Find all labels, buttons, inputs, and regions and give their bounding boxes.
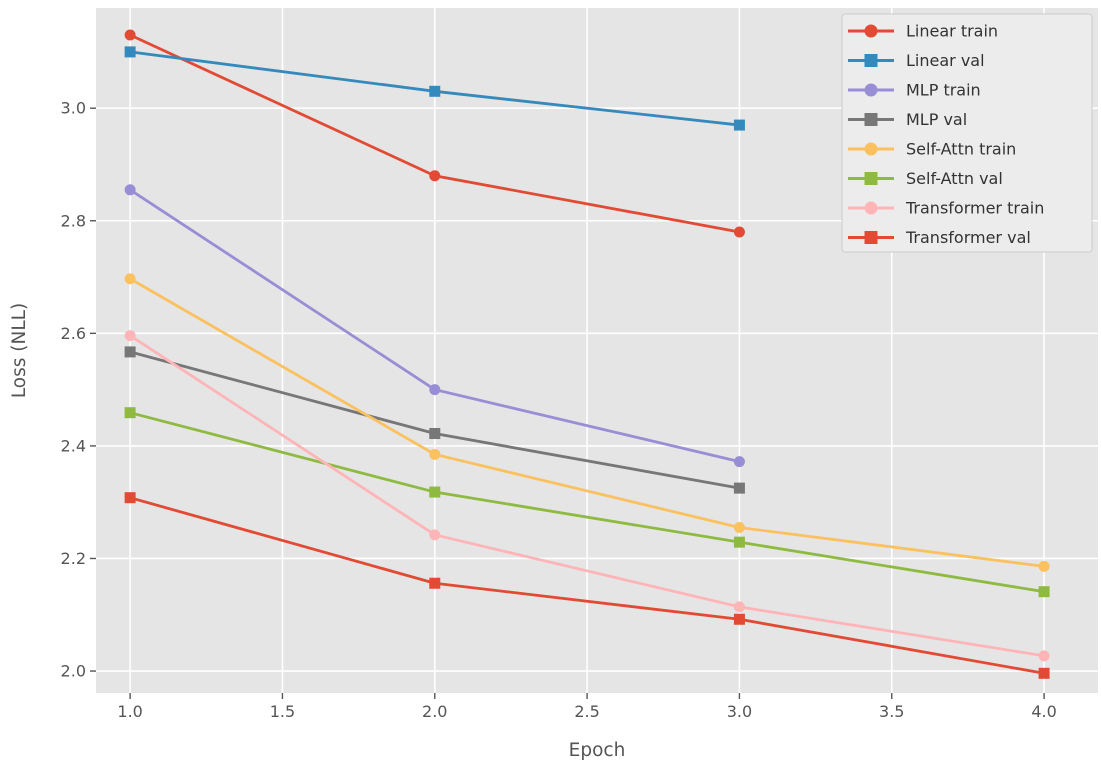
x-tick-label: 2.5 xyxy=(574,702,599,721)
y-axis-label: Loss (NLL) xyxy=(9,303,30,398)
x-axis-label: Epoch xyxy=(569,740,626,761)
x-tick-label: 3.0 xyxy=(727,702,752,721)
series-marker-linear-train xyxy=(429,170,441,182)
series-marker-mlp-val xyxy=(429,428,441,440)
legend-marker-square xyxy=(864,231,878,244)
series-line-self-attn-train xyxy=(128,277,1046,568)
series-marker-self-attn-val xyxy=(429,486,441,498)
series-line-transformer-train xyxy=(128,334,1046,658)
series-line-self-attn-val xyxy=(128,411,1046,594)
x-tick-label: 1.5 xyxy=(270,702,295,721)
series-marker-transformer-train xyxy=(1038,650,1050,662)
series-marker-self-attn-val xyxy=(733,536,745,548)
series-marker-self-attn-val xyxy=(1038,586,1050,598)
legend-item-transformer-train: Transformer train xyxy=(848,199,1044,218)
legend-marker-circle xyxy=(864,201,878,215)
legend-label: Transformer train xyxy=(905,199,1044,218)
legend-item-transformer-val: Transformer val xyxy=(848,228,1031,247)
series-marker-transformer-val xyxy=(124,492,136,504)
legend-marker-circle xyxy=(864,142,878,156)
legend-label: Linear val xyxy=(906,51,985,70)
legend-box xyxy=(841,13,1093,253)
legend-item-self-attn-val: Self-Attn val xyxy=(848,169,1003,188)
y-tick-label: 2.8 xyxy=(61,211,86,230)
x-tick-label: 1.0 xyxy=(117,702,142,721)
series-marker-mlp-train xyxy=(733,456,745,468)
series-marker-self-attn-val xyxy=(124,407,136,419)
series-marker-linear-val xyxy=(733,119,745,131)
legend-item-linear-val: Linear val xyxy=(848,51,985,70)
legend-item-mlp-val: MLP val xyxy=(848,110,967,129)
legend-label: MLP train xyxy=(906,81,981,100)
x-tick-label: 2.0 xyxy=(422,702,447,721)
series-marker-self-attn-train xyxy=(1038,560,1050,572)
x-tick-label: 4.0 xyxy=(1031,702,1056,721)
series-marker-transformer-train xyxy=(124,330,136,342)
series-marker-mlp-train xyxy=(429,384,441,396)
series-marker-linear-val xyxy=(429,85,441,97)
legend-label: Transformer val xyxy=(905,228,1031,247)
legend-item-self-attn-train: Self-Attn train xyxy=(848,140,1016,159)
series-marker-linear-train xyxy=(124,29,136,41)
legend-marker-circle xyxy=(864,24,878,38)
series-marker-self-attn-train xyxy=(733,522,745,534)
series-line-transformer-val xyxy=(128,496,1046,675)
series-marker-mlp-val xyxy=(124,346,136,358)
legend-marker-circle xyxy=(864,83,878,97)
legend-marker-square xyxy=(864,54,878,67)
legend-label: Self-Attn val xyxy=(906,169,1003,188)
y-tick-label: 2.4 xyxy=(61,436,86,455)
legend-item-linear-train: Linear train xyxy=(848,22,998,41)
series-marker-self-attn-train xyxy=(124,273,136,285)
series-marker-self-attn-train xyxy=(429,448,441,460)
series-marker-transformer-train xyxy=(429,529,441,541)
legend-label: Self-Attn train xyxy=(906,140,1016,159)
legend-marker-square xyxy=(864,172,878,185)
x-tick-label: 3.5 xyxy=(879,702,904,721)
series-marker-linear-val xyxy=(124,46,136,58)
y-tick-label: 2.6 xyxy=(61,324,86,343)
legend-marker-square xyxy=(864,113,878,126)
series-marker-transformer-train xyxy=(733,601,745,613)
series-marker-transformer-val xyxy=(1038,667,1050,679)
y-tick-label: 3.0 xyxy=(61,99,86,118)
y-tick-label: 2.2 xyxy=(61,549,86,568)
series-marker-linear-train xyxy=(733,226,745,238)
series-marker-transformer-val xyxy=(733,613,745,625)
series-marker-mlp-train xyxy=(124,184,136,196)
legend-item-mlp-train: MLP train xyxy=(848,81,981,100)
legend-label: Linear train xyxy=(906,22,998,41)
series-marker-transformer-val xyxy=(429,577,441,589)
legend-label: MLP val xyxy=(906,110,967,129)
series-marker-mlp-val xyxy=(733,482,745,494)
y-tick-label: 2.0 xyxy=(61,662,86,681)
